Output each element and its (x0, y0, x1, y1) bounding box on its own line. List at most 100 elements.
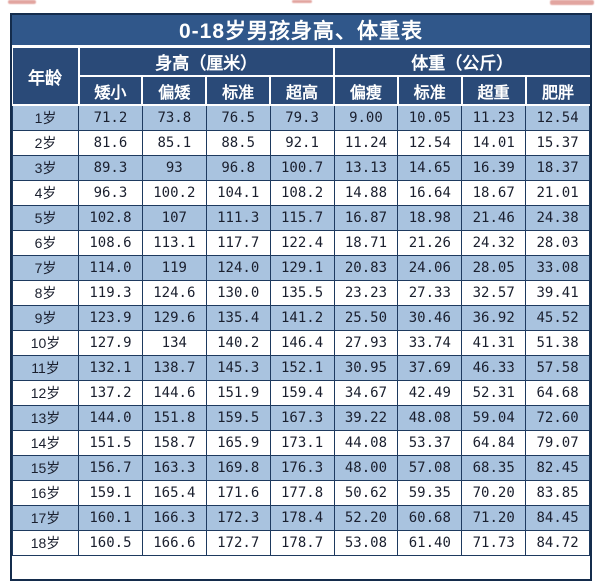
group-header-row: 年龄 身高（厘米） 体重（公斤） (12, 48, 590, 106)
column-header-height-short: 矮小 (78, 75, 144, 106)
value-cell: 11.23 (461, 104, 527, 131)
value-cell: 21.46 (461, 204, 527, 231)
value-cell: 172.7 (205, 529, 271, 556)
value-cell: 84.45 (525, 504, 590, 531)
column-header-weight-thin: 偏瘦 (333, 75, 399, 106)
value-cell: 129.1 (269, 254, 335, 281)
age-cell: 7岁 (12, 254, 79, 281)
value-cell: 53.37 (397, 429, 463, 456)
value-cell: 108.2 (269, 179, 335, 206)
age-cell: 17岁 (12, 504, 79, 531)
age-cell: 6岁 (12, 229, 79, 256)
value-cell: 96.8 (205, 154, 271, 181)
value-cell: 12.54 (397, 129, 463, 156)
column-header-weight-standard: 标准 (396, 75, 463, 106)
red-crop-artifact (550, 0, 594, 5)
value-cell: 25.50 (333, 304, 399, 331)
value-cell: 24.06 (397, 254, 463, 281)
value-cell: 156.7 (78, 454, 143, 481)
value-cell: 60.68 (397, 504, 463, 531)
value-cell: 14.65 (397, 154, 463, 181)
value-cell: 68.35 (461, 454, 527, 481)
value-cell: 79.07 (525, 429, 590, 456)
table-row: 3岁 89.3 93 96.8 100.7 13.13 14.65 16.39 … (12, 154, 590, 181)
value-cell: 46.33 (461, 354, 527, 381)
table-row: 16岁 159.1 165.4 171.6 177.8 50.62 59.35 … (12, 479, 590, 506)
value-cell: 48.00 (333, 454, 399, 481)
table-row: 12岁 137.2 144.6 151.9 159.4 34.67 42.49 … (12, 379, 590, 406)
value-cell: 10.05 (397, 104, 463, 131)
age-cell: 4岁 (12, 179, 79, 206)
value-cell: 18.71 (333, 229, 399, 256)
value-cell: 88.5 (205, 129, 271, 156)
value-cell: 145.3 (205, 354, 271, 381)
value-cell: 123.9 (78, 304, 143, 331)
value-cell: 151.5 (78, 429, 143, 456)
value-cell: 45.52 (525, 304, 590, 331)
value-cell: 166.6 (141, 529, 207, 556)
value-cell: 140.2 (205, 329, 271, 356)
value-cell: 137.2 (78, 379, 143, 406)
table-row: 10岁 127.9 134 140.2 146.4 27.93 33.74 41… (12, 329, 590, 356)
value-cell: 57.08 (397, 454, 463, 481)
age-cell: 16岁 (12, 479, 79, 506)
value-cell: 73.8 (141, 104, 207, 131)
value-cell: 163.3 (141, 454, 207, 481)
height-weight-table: 年龄 身高（厘米） 体重（公斤） 矮小 偏矮 标准 超高 偏瘦 标准 超重 肥胖… (12, 48, 590, 556)
value-cell: 57.58 (525, 354, 590, 381)
age-cell: 9岁 (12, 304, 79, 331)
value-cell: 144.6 (141, 379, 207, 406)
column-header-height-tall: 超高 (269, 75, 335, 106)
age-cell: 11岁 (12, 354, 79, 381)
value-cell: 160.5 (78, 529, 143, 556)
table-row: 13岁 144.0 151.8 159.5 167.3 39.22 48.08 … (12, 404, 590, 431)
age-column-header: 年龄 (12, 48, 80, 106)
value-cell: 165.9 (205, 429, 271, 456)
value-cell: 130.0 (205, 279, 271, 306)
value-cell: 9.00 (333, 104, 399, 131)
value-cell: 50.62 (333, 479, 399, 506)
age-cell: 10岁 (12, 329, 79, 356)
value-cell: 113.1 (141, 229, 207, 256)
age-cell: 15岁 (12, 454, 79, 481)
value-cell: 28.05 (461, 254, 527, 281)
value-cell: 39.41 (525, 279, 590, 306)
value-cell: 41.31 (461, 329, 527, 356)
value-cell: 18.67 (461, 179, 527, 206)
value-cell: 59.04 (461, 404, 527, 431)
value-cell: 71.20 (461, 504, 527, 531)
table-row: 15岁 156.7 163.3 169.8 176.3 48.00 57.08 … (12, 454, 590, 481)
value-cell: 152.1 (269, 354, 335, 381)
value-cell: 70.20 (461, 479, 527, 506)
value-cell: 169.8 (205, 454, 271, 481)
value-cell: 119 (141, 254, 207, 281)
value-cell: 138.7 (141, 354, 207, 381)
value-cell: 21.01 (525, 179, 590, 206)
value-cell: 92.1 (269, 129, 335, 156)
value-cell: 18.37 (525, 154, 590, 181)
weight-group-header: 体重（公斤） (333, 48, 590, 77)
value-cell: 111.3 (205, 204, 271, 231)
table-row: 5岁 102.8 107 111.3 115.7 16.87 18.98 21.… (12, 204, 590, 231)
value-cell: 12.54 (525, 104, 590, 131)
value-cell: 159.5 (205, 404, 271, 431)
value-cell: 107 (141, 204, 207, 231)
value-cell: 93 (141, 154, 207, 181)
value-cell: 122.4 (269, 229, 335, 256)
value-cell: 158.7 (141, 429, 207, 456)
age-cell: 8岁 (12, 279, 79, 306)
age-cell: 2岁 (12, 129, 79, 156)
value-cell: 24.32 (461, 229, 527, 256)
value-cell: 20.83 (333, 254, 399, 281)
value-cell: 59.35 (397, 479, 463, 506)
table-row: 1岁 71.2 73.8 76.5 79.3 9.00 10.05 11.23 … (12, 104, 590, 131)
value-cell: 167.3 (269, 404, 335, 431)
value-cell: 119.3 (78, 279, 143, 306)
value-cell: 71.2 (78, 104, 143, 131)
value-cell: 151.9 (205, 379, 271, 406)
table-row: 14岁 151.5 158.7 165.9 173.1 44.08 53.37 … (12, 429, 590, 456)
table-row: 18岁 160.5 166.6 172.7 178.7 53.08 61.40 … (12, 529, 590, 556)
value-cell: 129.6 (141, 304, 207, 331)
value-cell: 36.92 (461, 304, 527, 331)
value-cell: 85.1 (141, 129, 207, 156)
